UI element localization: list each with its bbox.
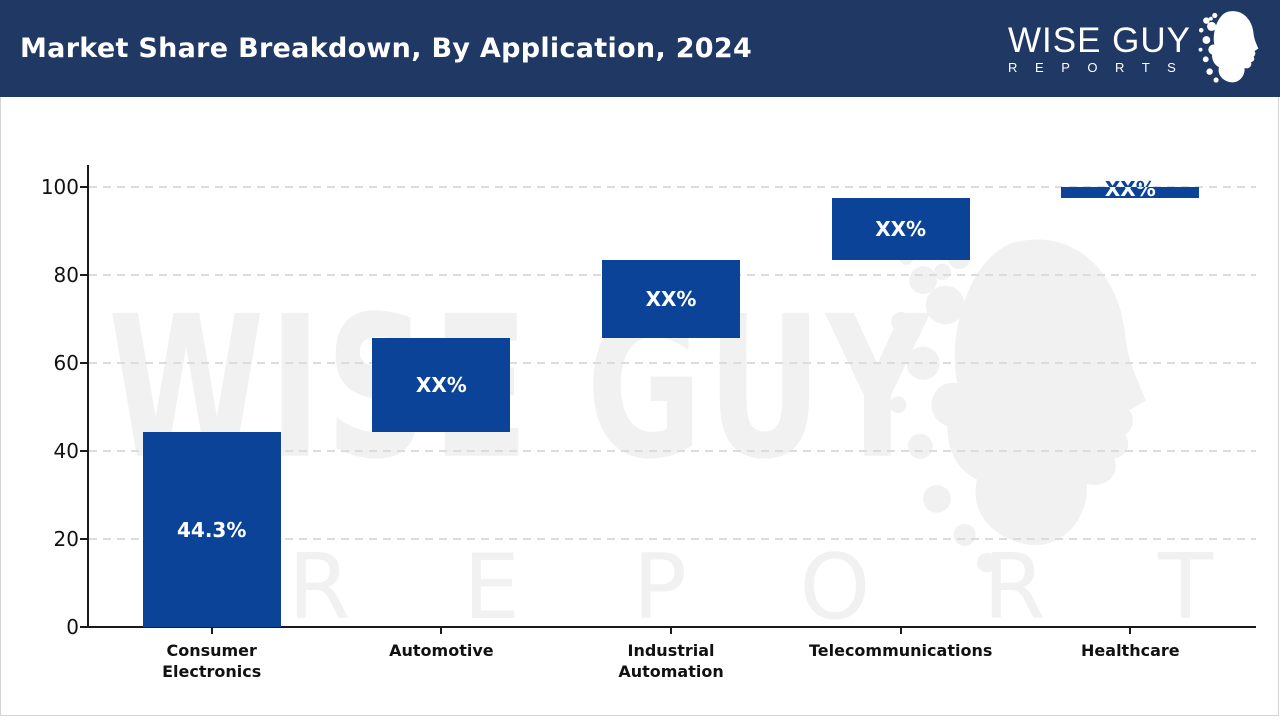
y-tick-label-100: 100 [40,175,79,199]
watermark-reports-text: R E P O R T S [288,535,1280,640]
bar-label-automotive: XX% [415,373,467,398]
x-tick-telecommunications [899,627,902,634]
y-tick-60 [80,362,88,364]
bar-telecommunications: XX% [831,198,970,261]
y-tick-20 [80,538,88,540]
y-axis-line [87,165,89,628]
bar-industrial-automation: XX% [602,260,741,339]
x-tick-consumer-electronics [210,627,213,634]
brand-logo-text: WISE GUY R E P O R T S [1008,21,1192,76]
x-tick-automotive [440,627,443,634]
x-tick-label-industrial-automation: Industrial Automation [618,641,724,681]
bar-label-industrial-automation: XX% [645,287,697,312]
bar-automotive: XX% [372,338,511,433]
x-tick-label-consumer-electronics: Consumer Electronics [162,641,262,681]
gridline-100 [89,186,1256,188]
header-bar: Market Share Breakdown, By Application, … [0,0,1280,97]
bar-label-consumer-electronics: 44.3% [176,517,247,542]
gridline-60 [89,362,1256,364]
x-tick-label-telecommunications: Telecommunications [808,641,993,660]
brand-face-icon [1198,11,1259,83]
gridline-40 [89,450,1256,452]
y-tick-label-60: 60 [53,351,79,375]
y-tick-40 [80,450,88,452]
y-tick-80 [80,274,88,276]
y-tick-label-0: 0 [66,615,79,639]
watermark-face-logo [887,239,1146,573]
x-tick-label-automotive: Automotive [389,641,494,660]
brand-logo: WISE GUY R E P O R T S [1008,4,1266,94]
brand-name: WISE GUY [1008,21,1192,60]
brand-subname: R E P O R T S [1008,60,1183,75]
y-tick-100 [80,186,88,188]
gridline-20 [89,538,1256,540]
bar-healthcare: XX% [1061,187,1200,199]
y-tick-label-40: 40 [53,439,79,463]
x-tick-industrial-automation [670,627,673,634]
page-title: Market Share Breakdown, By Application, … [20,33,753,64]
x-tick-label-healthcare: Healthcare [1081,641,1180,660]
x-tick-healthcare [1129,627,1132,634]
bar-label-healthcare: XX% [1061,187,1199,198]
y-tick-label-20: 20 [53,527,79,551]
bar-consumer-electronics: 44.3% [142,432,281,627]
y-tick-label-80: 80 [53,263,79,287]
bar-label-telecommunications: XX% [875,217,927,242]
y-tick-0 [80,626,88,628]
